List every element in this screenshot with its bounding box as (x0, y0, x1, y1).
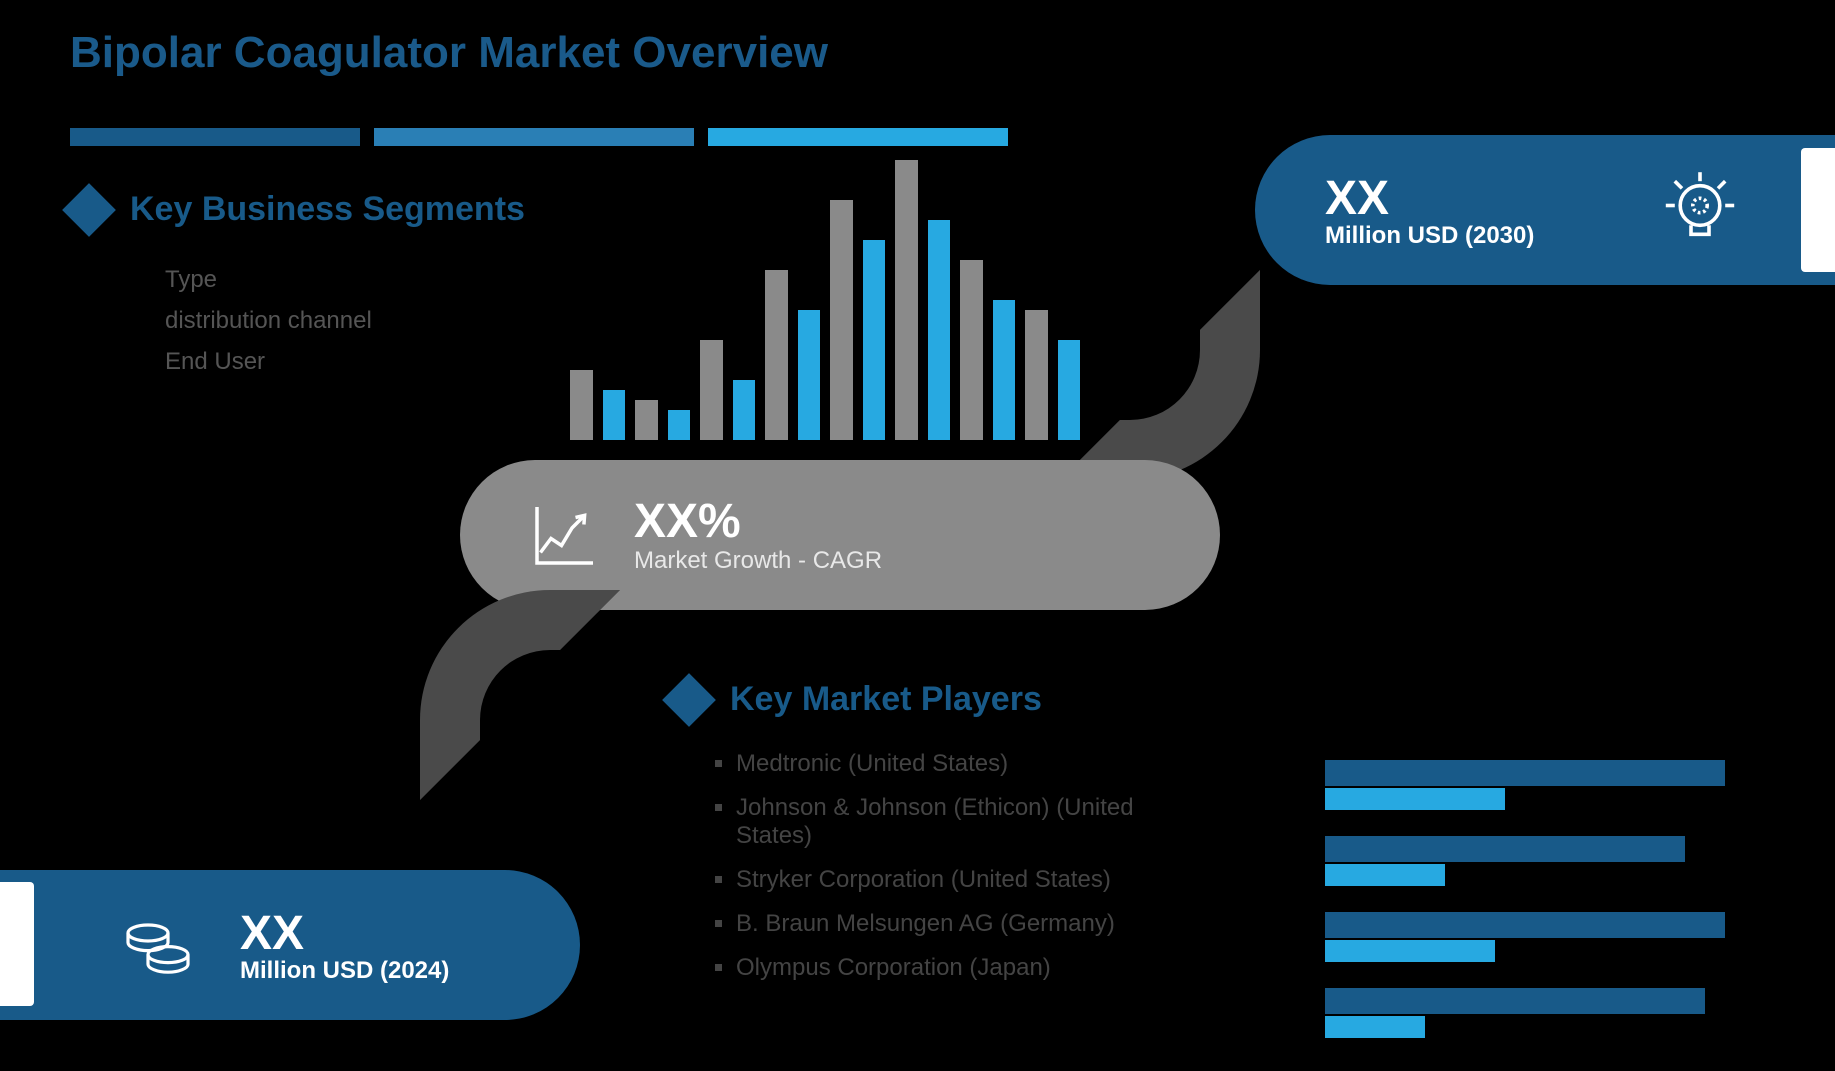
segment-item: Type (165, 260, 372, 301)
segment-item: End User (165, 342, 372, 383)
segment-item: distribution channel (165, 301, 372, 342)
bar (570, 370, 593, 440)
coins-icon (120, 905, 200, 985)
hbar-narrow (1325, 940, 1495, 962)
segments-list: Typedistribution channelEnd User (165, 260, 372, 382)
player-item: Olympus Corporation (Japan) (736, 954, 1210, 982)
bar (700, 340, 723, 440)
hbar-pair (1325, 912, 1745, 962)
hbar-wide (1325, 760, 1725, 786)
bulb-icon (1655, 165, 1745, 255)
value-2030: XX (1325, 171, 1534, 226)
players-list: Medtronic (United States) Johnson & Johns… (710, 750, 1210, 998)
hbar-chart (1325, 760, 1745, 1038)
bracket-right (1801, 148, 1835, 272)
segments-heading: Key Business Segments (130, 190, 525, 229)
label-2024: Million USD (2024) (240, 957, 449, 985)
hbar-wide (1325, 912, 1725, 938)
hbar-narrow (1325, 864, 1445, 886)
page-title: Bipolar Coagulator Market Overview (70, 28, 828, 78)
bar (960, 260, 983, 440)
hbar-pair (1325, 760, 1745, 810)
bar (603, 390, 626, 440)
value-cagr: XX% (634, 494, 882, 549)
hbar-narrow (1325, 788, 1505, 810)
bar (635, 400, 658, 440)
player-item: Stryker Corporation (United States) (736, 866, 1210, 894)
bar (895, 160, 918, 440)
ribbon-curve-top (1060, 270, 1260, 480)
value-2024: XX (240, 906, 449, 961)
label-cagr: Market Growth - CAGR (634, 547, 882, 576)
bar-seg-3 (708, 128, 1008, 146)
player-item: B. Braun Melsungen AG (Germany) (736, 910, 1210, 938)
bracket-left (0, 882, 34, 1006)
bar (830, 200, 853, 440)
label-2030: Million USD (2030) (1325, 222, 1534, 250)
bar (993, 300, 1016, 440)
tri-color-bar (70, 128, 1008, 146)
diamond-icon (62, 183, 116, 237)
bar (798, 310, 821, 440)
bar (928, 220, 951, 440)
ribbon-2024: XX Million USD (2024) (0, 870, 580, 1020)
bar-seg-1 (70, 128, 360, 146)
hbar-pair (1325, 988, 1745, 1038)
hbar-pair (1325, 836, 1745, 886)
bar-chart (570, 160, 1080, 440)
hbar-narrow (1325, 1016, 1425, 1038)
hbar-wide (1325, 836, 1685, 862)
player-item: Medtronic (United States) (736, 750, 1210, 778)
bar (668, 410, 691, 440)
growth-chart-icon (530, 500, 600, 570)
segments-header: Key Business Segments (70, 190, 525, 229)
ribbon-curve-bot (420, 590, 620, 800)
players-header: Key Market Players (670, 680, 1042, 719)
ribbon-2030: XX Million USD (2030) (1255, 135, 1835, 285)
ribbon-cagr: XX% Market Growth - CAGR (460, 460, 1220, 610)
hbar-wide (1325, 988, 1705, 1014)
bar (765, 270, 788, 440)
bar-seg-2 (374, 128, 694, 146)
bar (1025, 310, 1048, 440)
bar (863, 240, 886, 440)
players-heading: Key Market Players (730, 680, 1042, 719)
player-item: Johnson & Johnson (Ethicon) (United Stat… (736, 794, 1210, 850)
diamond-icon (662, 673, 716, 727)
bar (733, 380, 756, 440)
